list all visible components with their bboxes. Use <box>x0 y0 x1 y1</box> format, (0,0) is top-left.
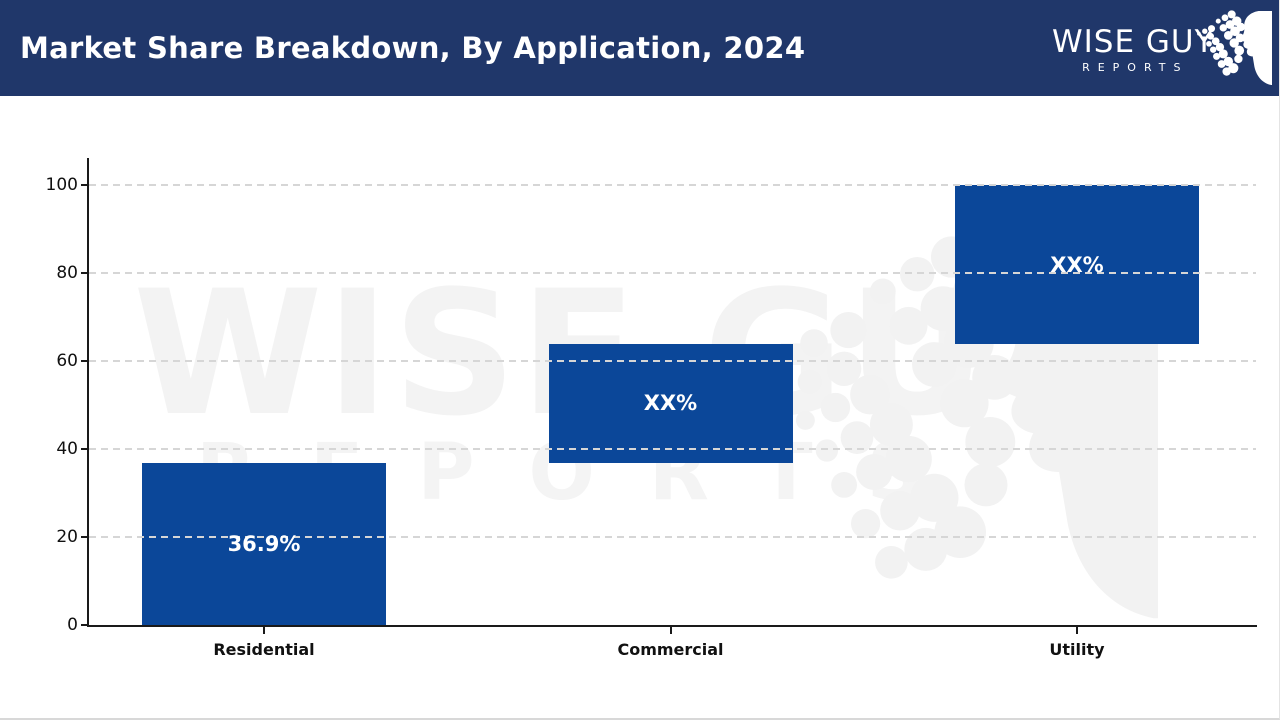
y-axis-tick-label: 100 <box>45 175 78 196</box>
y-axis-tick-label: 20 <box>56 527 78 548</box>
x-axis-tick <box>669 627 672 634</box>
wiseguy-logo: WISE GUY REPORTS <box>1022 4 1272 92</box>
wiseguy-face-icon <box>1197 10 1272 85</box>
y-axis-tick-label: 40 <box>56 439 78 460</box>
bar-commercial <box>548 343 793 463</box>
gridline <box>89 184 1256 187</box>
gridline <box>89 536 1256 539</box>
bar-value-label: 36.9% <box>227 531 301 556</box>
x-axis-label-residential: Residential <box>213 640 315 659</box>
gridline <box>89 360 1256 363</box>
y-axis-tick-label: 0 <box>67 615 78 635</box>
y-axis-tick <box>81 536 88 539</box>
wiseguy-logo-text: WISE GUY REPORTS <box>1052 26 1215 74</box>
gridline <box>89 448 1256 451</box>
gridline <box>89 272 1256 275</box>
chart-title: Market Share Breakdown, By Application, … <box>20 31 806 65</box>
y-axis-tick <box>81 184 88 187</box>
logo-subtitle: REPORTS <box>1082 60 1189 74</box>
y-axis-tick-label: 80 <box>56 263 78 284</box>
y-axis-tick <box>81 448 88 451</box>
y-axis-tick <box>81 360 88 363</box>
x-axis-line <box>87 625 1257 627</box>
bar-value-label: XX% <box>643 391 698 416</box>
x-axis-tick <box>263 627 265 634</box>
bar-value-label: XX% <box>1050 252 1104 277</box>
header-bar: Market Share Breakdown, By Application, … <box>0 0 1279 96</box>
x-axis-label-utility: Utility <box>1049 640 1105 659</box>
y-axis-tick <box>81 624 88 626</box>
x-axis-tick <box>1076 627 1078 634</box>
y-axis-tick <box>81 272 88 275</box>
logo-wordmark: WISE GUY <box>1052 24 1215 60</box>
bar-residential <box>142 462 386 625</box>
y-axis-tick-label: 60 <box>56 351 78 372</box>
x-axis-label-commercial: Commercial <box>617 640 724 659</box>
bar-utility <box>955 185 1199 344</box>
y-axis-line <box>87 158 89 627</box>
